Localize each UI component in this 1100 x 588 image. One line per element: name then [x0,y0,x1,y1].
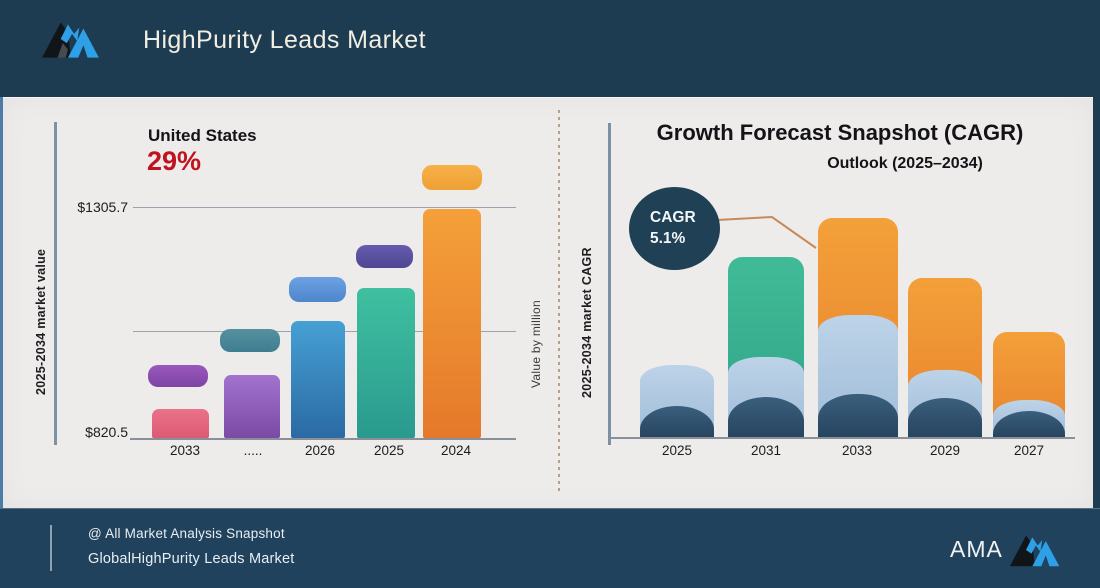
page-title: HighPurity Leads Market [143,26,426,54]
left-chart-ytick-bottom: $820.5 [85,424,128,440]
footer-bar: @ All Market Analysis Snapshot GlobalHig… [0,508,1100,588]
bar-cap-2026 [289,277,346,302]
right-chart-ylabel: 2025-2034 market CAGR [580,247,594,398]
bar-cap-2025 [356,245,413,268]
bar-cap-2024 [422,165,482,190]
x-label-2024: 2024 [440,443,472,458]
header-bar: HighPurity Leads Market [0,0,1100,97]
footer-brand-text: AMA [950,536,1003,562]
left-chart-ylabel: 2025-2034 market value [34,248,48,395]
x-label-2026: 2026 [304,443,336,458]
footer-divider [50,525,52,571]
right-chart-title: Growth Forecast Snapshot (CAGR) [656,120,1024,145]
x-label-.....: ..... [243,443,263,458]
right-chart-y-axis [608,123,611,445]
right-chart-subtitle: Outlook (2025–2034) [827,155,983,172]
left-chart-x-axis [130,438,516,440]
left-chart-growth-value: 29% [147,146,202,176]
left-chart-gridline-top [133,207,516,208]
left-chart-ytick-top: $1305.7 [77,199,128,215]
segment-base-2029 [908,398,982,437]
bar-cap-2033 [148,365,208,387]
cagr-badge-value: 5.1% [650,229,686,247]
left-chart-ylabel-right: Value by million [529,300,543,388]
segment-base-2033 [818,394,898,437]
ama-logo-icon [42,22,99,58]
x-label-2033: 2033 [841,443,873,458]
bar-..... [224,375,280,438]
ama-logo-footer-icon [1009,535,1060,567]
footer-report-line: GlobalHighPurity Leads Market [88,551,295,567]
left-chart-region-label: United States [148,126,257,145]
bar-cap-..... [220,329,280,352]
cagr-badge-label: CAGR [650,208,696,226]
x-label-2025: 2025 [661,443,693,458]
cagr-badge: CAGR 5.1% [629,187,720,270]
left-chart-y-axis [54,122,57,445]
bar-2024 [423,209,481,438]
footer-source-line: @ All Market Analysis Snapshot [88,526,285,541]
x-label-2031: 2031 [750,443,782,458]
left-edge-accent [0,97,3,508]
x-label-2025: 2025 [373,443,405,458]
x-label-2033: 2033 [169,443,201,458]
x-label-2029: 2029 [929,443,961,458]
bar-2026 [291,321,345,438]
x-label-2027: 2027 [1013,443,1045,458]
segment-base-2031 [728,397,804,437]
segment-base-2025 [640,406,714,437]
panel-divider [558,110,560,492]
right-chart-x-axis [610,437,1075,439]
callout-connector-line [716,215,817,249]
bar-2025 [357,288,415,438]
bar-2033 [152,409,209,438]
